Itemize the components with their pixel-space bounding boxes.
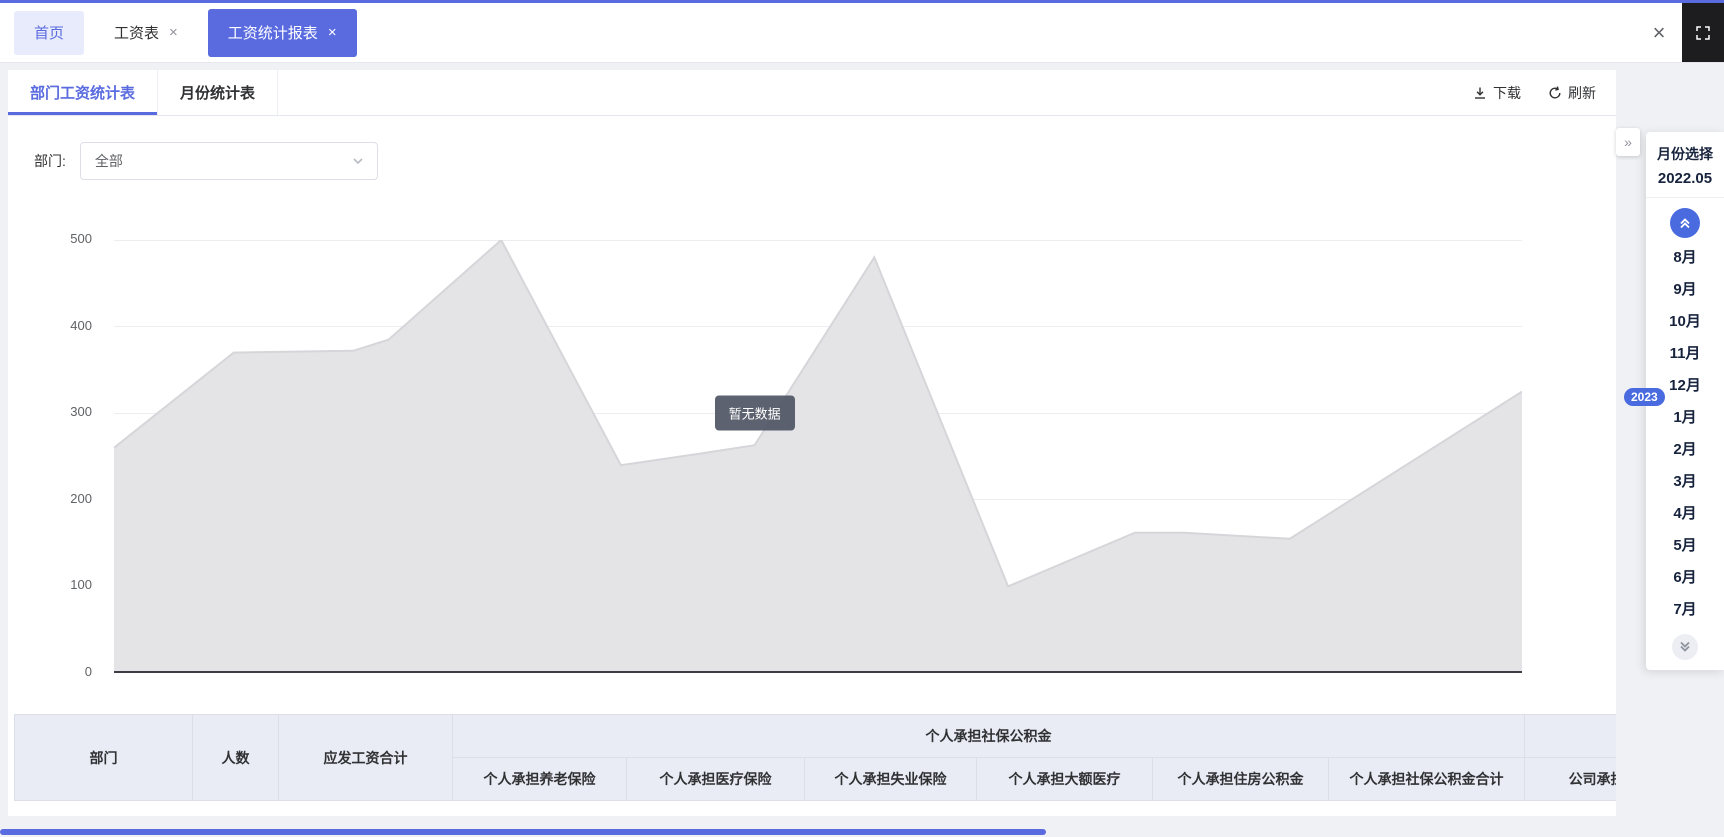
month-item[interactable]: 3月 <box>1673 473 1697 490</box>
col-personal-medical: 个人承担医疗保险 <box>626 757 805 801</box>
month-panel-title: 月份选择 <box>1657 146 1713 162</box>
year-badge: 2023 <box>1624 388 1665 406</box>
download-button[interactable]: 下载 <box>1472 83 1521 103</box>
month-item[interactable]: 6月 <box>1673 569 1697 586</box>
report-panel: 部门工资统计表 月份统计表 下载 刷新 部门: 全部 <box>8 70 1616 816</box>
tab-salary-sheet-label: 工资表 <box>114 25 160 42</box>
chart-plot: 暂无数据 <box>114 239 1522 673</box>
col-personal-unemployment: 个人承担失业保险 <box>804 757 977 801</box>
month-item[interactable]: 2月 <box>1673 441 1697 458</box>
filter-row: 部门: 全部 <box>34 142 1616 180</box>
refresh-button[interactable]: 刷新 <box>1547 83 1596 103</box>
scroll-months-up-button[interactable] <box>1670 208 1700 238</box>
col-personal-pension: 个人承担养老保险 <box>452 757 627 801</box>
col-personal-housing-fund: 个人承担住房公积金 <box>1152 757 1329 801</box>
month-item[interactable]: 12月 <box>1669 377 1701 394</box>
chart-y-axis: 0 100 200 300 400 500 <box>70 231 92 679</box>
download-label: 下载 <box>1493 84 1521 101</box>
salary-table: 部门 人数 应发工资合计 个人承担社保公积金 个人承担养老保险 个人承担医疗保险… <box>14 714 1616 801</box>
month-item[interactable]: 10月 <box>1669 313 1701 330</box>
top-tab-bar: 首页 工资表 × 工资统计报表 × × <box>0 3 1724 63</box>
dept-select-value: 全部 <box>94 153 123 169</box>
top-accent-bar <box>0 0 1724 3</box>
month-item[interactable]: 11月 <box>1669 345 1701 362</box>
tab-salary-report-label: 工资统计报表 <box>227 25 318 42</box>
close-icon[interactable]: × <box>1652 19 1666 45</box>
window-controls: × <box>1636 3 1724 62</box>
month-item[interactable]: 9月 <box>1673 281 1697 298</box>
double-chevron-up-icon <box>1680 218 1690 229</box>
report-actions: 下载 刷新 <box>1472 70 1616 115</box>
close-tab-icon[interactable]: × <box>169 24 178 41</box>
table-header-row-2: 个人承担养老保险 个人承担医疗保险 个人承担失业保险 个人承担大额医疗 个人承担… <box>15 757 1616 801</box>
tab-salary-report[interactable]: 工资统计报表 × <box>207 8 357 57</box>
col-group-personal: 个人承担社保公积金 <box>451 714 1526 758</box>
col-company-pension: 公司承担养老保险 <box>1524 757 1616 801</box>
dept-select[interactable]: 全部 <box>79 142 378 180</box>
close-tab-icon[interactable]: × <box>327 24 337 41</box>
table-header-row-1: 部门 人数 应发工资合计 个人承担社保公积金 <box>14 714 1616 801</box>
tab-home-label: 首页 <box>34 25 65 42</box>
month-item[interactable]: 4月 <box>1673 505 1697 522</box>
month-item[interactable]: 8月 <box>1673 249 1697 266</box>
salary-area-chart: 0 100 200 300 400 500 暂无数据 <box>50 216 1522 686</box>
tab-dept-salary-stats[interactable]: 部门工资统计表 <box>8 70 159 115</box>
fullscreen-button[interactable] <box>1682 3 1724 62</box>
no-data-tooltip: 暂无数据 <box>714 395 795 431</box>
col-headcount: 人数 <box>192 714 279 801</box>
report-subtabs: 部门工资统计表 月份统计表 下载 刷新 <box>8 70 1616 116</box>
tab-home[interactable]: 首页 <box>14 10 85 55</box>
double-chevron-down-icon <box>1680 641 1690 652</box>
scroll-months-down-button[interactable] <box>1672 634 1698 660</box>
dept-filter-label: 部门: <box>34 153 66 169</box>
tab-month-stats[interactable]: 月份统计表 <box>158 70 279 115</box>
col-personal-total: 个人承担社保公积金合计 <box>1327 757 1526 801</box>
current-month-value: 2022.05 <box>1657 170 1713 187</box>
col-gross-total: 应发工资合计 <box>278 714 453 801</box>
fullscreen-icon <box>1696 25 1710 40</box>
month-selector-panel: 月份选择 2022.05 8月 9月 10月 11月 12月 1月 2月 3月 … <box>1646 132 1724 670</box>
month-item[interactable]: 5月 <box>1673 537 1697 554</box>
refresh-label: 刷新 <box>1568 84 1596 101</box>
col-group-company <box>1524 714 1616 758</box>
horizontal-scrollbar[interactable] <box>0 829 1046 835</box>
tab-salary-sheet[interactable]: 工资表 × <box>94 10 198 55</box>
month-item[interactable]: 7月 <box>1673 601 1697 618</box>
col-personal-major-medical: 个人承担大额医疗 <box>976 757 1153 801</box>
month-item[interactable]: 1月 <box>1673 409 1697 426</box>
refresh-icon <box>1549 85 1561 98</box>
download-icon <box>1475 87 1485 99</box>
col-dept: 部门 <box>14 714 193 801</box>
month-panel-header: 月份选择 2022.05 <box>1646 132 1724 198</box>
month-list: 8月 9月 10月 11月 12月 1月 2月 3月 4月 5月 6月 7月 <box>1646 242 1724 626</box>
chevron-down-icon <box>353 158 363 165</box>
chart-series <box>114 240 1522 673</box>
collapse-panel-button[interactable]: » <box>1616 128 1640 156</box>
